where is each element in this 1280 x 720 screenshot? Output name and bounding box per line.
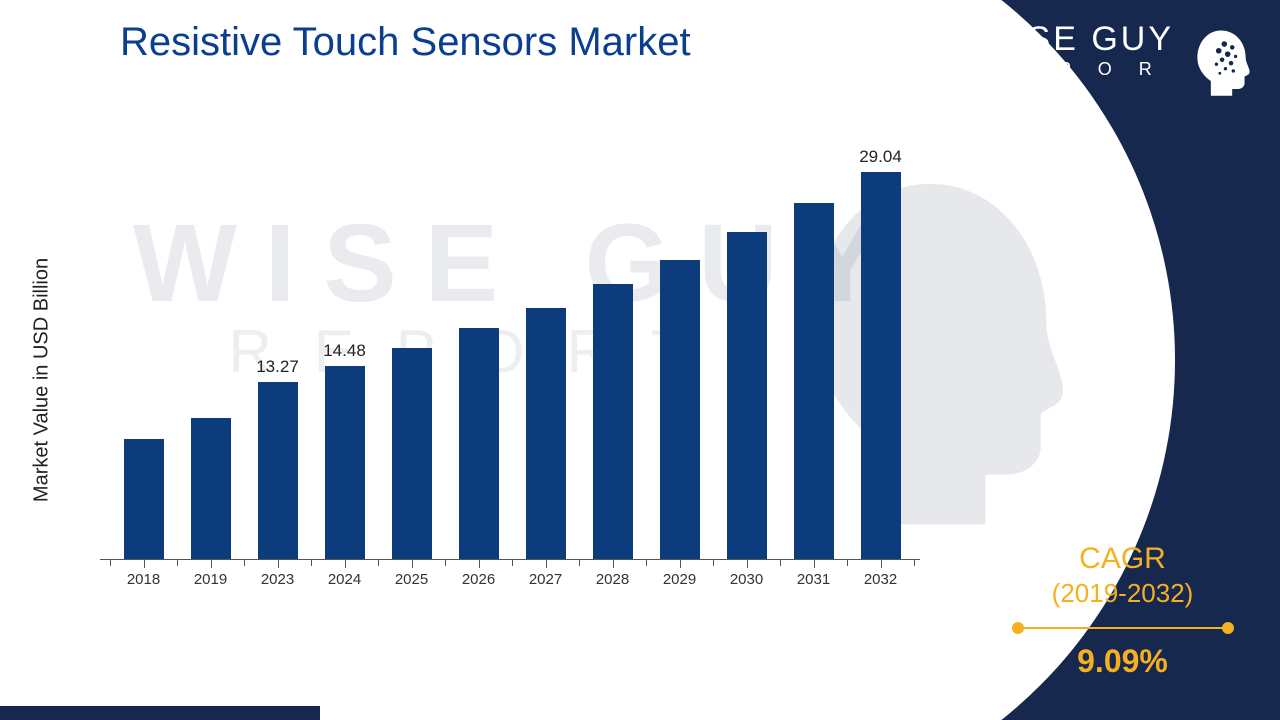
axis-tick [680,560,681,568]
x-axis-tick-label: 2031 [797,571,830,588]
axis-tick [412,560,413,568]
stage: WISE GUY REPORTS Resistive Touch Sensors… [0,0,1280,720]
bar [124,439,164,559]
x-axis-tick-label: 2018 [127,571,160,588]
cagr-value: 9.09% [995,643,1250,680]
x-axis-tick-label: 2028 [596,571,629,588]
bar [593,284,633,559]
axis-tick [646,560,647,566]
axis-tick [144,560,145,568]
brand-name-line1: WISE GUY [980,22,1188,56]
x-axis-line [100,559,920,560]
chart-title: Resistive Touch Sensors Market [120,20,691,65]
bar-chart: Market Value in USD Billion 201820192023… [60,160,920,600]
cagr-separator-line [1018,627,1228,629]
x-axis-tick-label: 2030 [730,571,763,588]
x-axis-tick-label: 2029 [663,571,696,588]
bar [392,348,432,559]
axis-tick [881,560,882,568]
axis-tick [546,560,547,568]
x-axis-tick-label: 2027 [529,571,562,588]
axis-tick [479,560,480,568]
x-axis-tick-label: 2024 [328,571,361,588]
axis-tick [512,560,513,566]
axis-tick [780,560,781,566]
cagr-block: CAGR (2019-2032) 9.09% [995,542,1250,680]
x-axis-tick-label: 2032 [864,571,897,588]
bar [794,203,834,559]
cagr-separator-dot-right [1222,622,1234,634]
bar [258,382,298,559]
bar-value-label: 14.48 [323,341,366,361]
x-axis-tick-label: 2019 [194,571,227,588]
x-axis-tick-label: 2023 [261,571,294,588]
cagr-separator-dot-left [1012,622,1024,634]
axis-tick [177,560,178,566]
cagr-label: CAGR [995,542,1250,576]
axis-tick [713,560,714,566]
axis-tick [211,560,212,568]
axis-tick [579,560,580,566]
axis-tick [613,560,614,568]
axis-tick [244,560,245,566]
y-axis-label: Market Value in USD Billion [31,258,54,502]
axis-tick [847,560,848,566]
brand-name-line2: R E P O R T S [980,60,1188,96]
brand-head-icon [1194,22,1250,102]
axis-tick [445,560,446,566]
axis-tick [110,560,111,566]
axis-tick [814,560,815,568]
bar [459,328,499,559]
bar [861,172,901,559]
bar [325,366,365,559]
bar [727,232,767,559]
x-axis-tick-label: 2026 [462,571,495,588]
bar [526,308,566,559]
axis-tick [378,560,379,566]
cagr-period: (2019-2032) [995,578,1250,609]
axis-tick [311,560,312,566]
axis-tick [747,560,748,568]
bottom-bar [0,706,320,720]
axis-tick [914,560,915,566]
plot-area: 20182019202313.27202414.4820252026202720… [100,160,920,560]
bar-value-label: 13.27 [256,357,299,377]
bar-value-label: 29.04 [859,147,902,167]
axis-tick [278,560,279,568]
axis-tick [345,560,346,568]
cagr-separator [1018,627,1228,629]
bar [660,260,700,559]
brand-logo: WISE GUY R E P O R T S [980,22,1250,102]
bar [191,418,231,559]
x-axis-tick-label: 2025 [395,571,428,588]
